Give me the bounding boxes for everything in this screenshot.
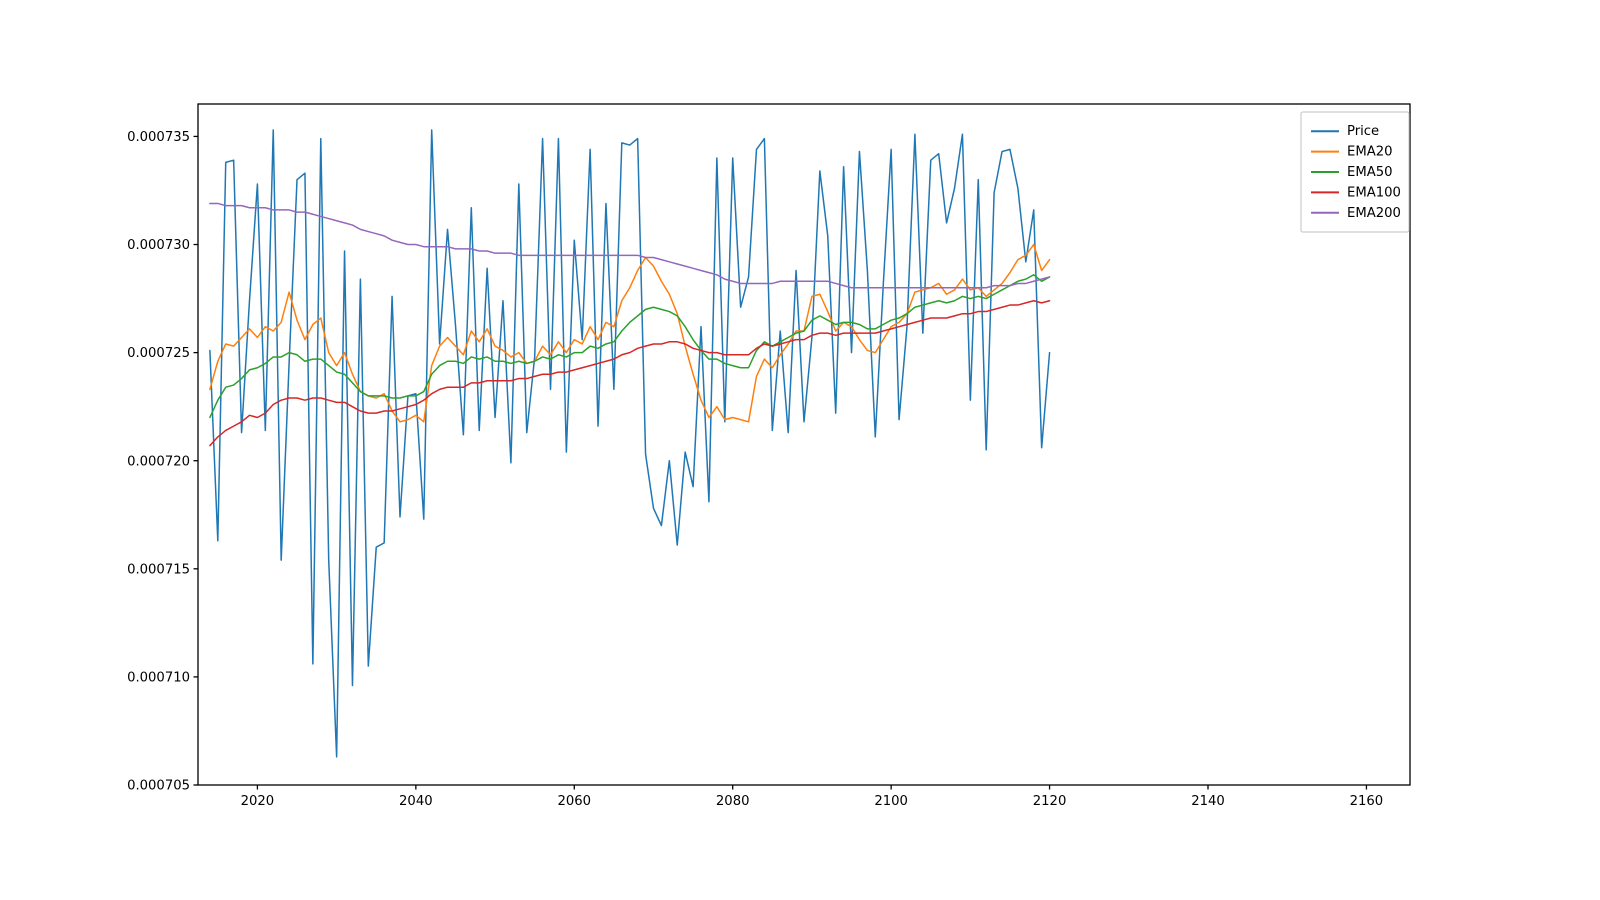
x-tick-label: 2020 — [241, 794, 275, 809]
legend-label-price: Price — [1347, 124, 1379, 139]
x-tick-label: 2080 — [716, 794, 750, 809]
legend-label-ema200: EMA200 — [1347, 206, 1401, 221]
series-line-ema100 — [209, 299, 1051, 447]
x-tick-label: 2060 — [557, 794, 591, 809]
series-line-ema50 — [209, 274, 1051, 419]
x-tick-label: 2100 — [874, 794, 908, 809]
axes-spines — [197, 103, 1411, 786]
chart-legend: Price EMA20 EMA50 EMA100 EMA200 — [1300, 111, 1410, 233]
y-tick-label: 0.000715 — [127, 562, 190, 577]
y-tick-label: 0.000730 — [127, 238, 190, 253]
y-tick-label: 0.000725 — [127, 346, 190, 361]
legend-label-ema100: EMA100 — [1347, 185, 1401, 200]
x-tick-label: 2140 — [1191, 794, 1225, 809]
x-tick-label: 2120 — [1033, 794, 1067, 809]
legend-label-ema50: EMA50 — [1347, 165, 1393, 180]
y-axis-ticks: 0.000705 0.000710 0.000715 0.000720 0.000725… — [127, 130, 198, 794]
plot-frame — [197, 103, 1411, 786]
y-tick-label: 0.000720 — [127, 454, 190, 469]
legend-frame — [1300, 111, 1410, 233]
x-tick-label: 2040 — [399, 794, 433, 809]
y-tick-label: 0.000710 — [127, 671, 190, 686]
legend-label-ema20: EMA20 — [1347, 145, 1393, 160]
series-line-ema200 — [209, 202, 1051, 289]
series-line-price — [209, 129, 1051, 758]
data-series-group — [209, 129, 1051, 758]
y-tick-label: 0.000705 — [127, 779, 190, 794]
x-tick-label: 2160 — [1350, 794, 1384, 809]
series-line-ema20 — [209, 243, 1051, 423]
x-axis-ticks: 2020 2040 2060 2080 2100 2120 2140 2160 — [241, 785, 1384, 809]
y-tick-label: 0.000735 — [127, 130, 190, 145]
